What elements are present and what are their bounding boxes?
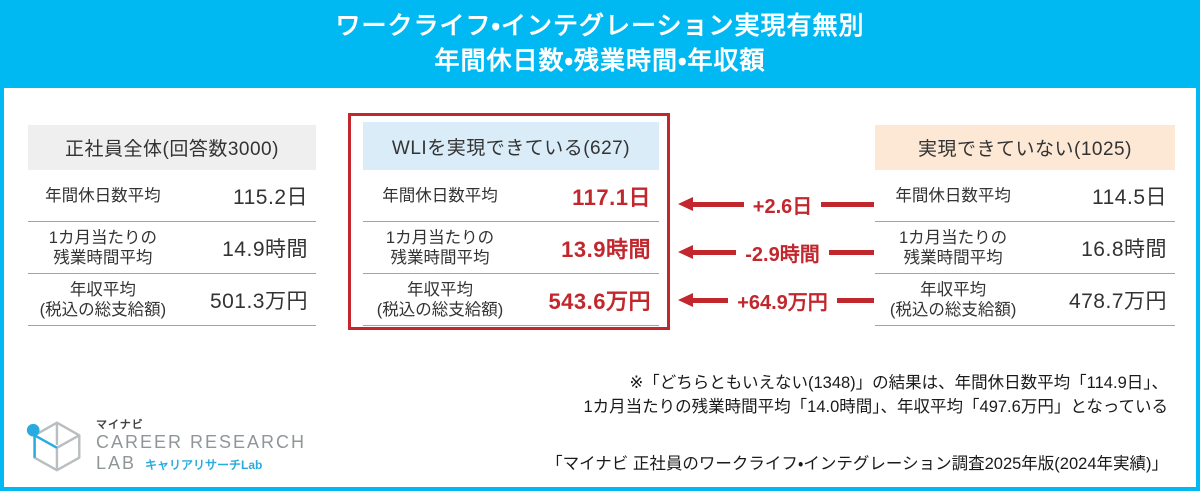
logo-subtitle: キャリアリサーチLab [145,458,263,472]
arrow-left-icon [678,245,693,259]
table-row: 年間休日数平均 117.1日 [363,170,659,222]
content-area: 正社員全体(回答数3000) 年間休日数平均 115.2日 1カ月当たりの 残業… [4,88,1196,487]
diff-arrow-holidays: +2.6日 [678,189,875,219]
arrow-left-icon [678,197,693,211]
logo-brand: マイナビ [96,419,144,431]
arrow-shaft [828,249,874,255]
row-label-holidays: 年間休日数平均 [382,186,498,205]
table-row: 1カ月当たりの 残業時間平均 13.9時間 [363,222,659,274]
cube-logo-icon [26,421,81,471]
arrow-left-icon [678,293,693,307]
logo-lab-line: LAB キャリアリサーチLab [96,453,306,475]
arrow-shaft [691,201,744,207]
row-value-holidays: 114.5日 [1092,185,1167,209]
row-label-overtime: 1カ月当たりの 残業時間平均 [899,228,1008,267]
source-citation: 「マイナビ 正社員のワークライフ・インテグレーション調査2025年版(2024年… [546,455,1168,473]
row-value-holidays: 115.2日 [233,185,308,209]
title-line-1: ワークライフ・インテグレーション実現有無別 [335,12,865,40]
career-research-lab-logo: マイナビ CAREER RESEARCH LAB キャリアリサーチLab [26,416,306,475]
column-wli-achieved: WLIを実現できている(627) 年間休日数平均 117.1日 1カ月当たりの … [363,122,659,326]
column-all-employees: 正社員全体(回答数3000) 年間休日数平均 115.2日 1カ月当たりの 残業… [28,125,316,326]
logo-dot [26,423,40,437]
arrow-shaft [691,249,737,255]
column-header-wli: WLIを実現できている(627) [363,122,659,170]
arrow-shaft [821,201,875,207]
row-value-income: 478.7万円 [1068,289,1167,313]
column-header-not: 実現できていない(1025) [875,125,1175,170]
footnote-line-2: 1カ月当たりの残業時間平均「14.0時間」、年収平均「497.6万円」となってい… [583,398,1168,416]
diff-label-income: +64.9万円 [737,291,828,314]
footnote: ※「どちらともいえない(1348)」の結果は、年間休日数平均「114.9日」、 … [583,371,1168,419]
column-header-all: 正社員全体(回答数3000) [28,125,316,170]
row-label-income: 年収平均 (税込の総支給額) [376,280,504,319]
row-value-holidays: 117.1日 [572,184,651,210]
row-value-overtime: 13.9時間 [561,236,651,262]
logo-lab: LAB [96,453,137,473]
row-value-income: 501.3万円 [209,289,308,313]
title-line-2: 年間休日数・残業時間・年収額 [434,47,766,75]
row-value-overtime: 14.9時間 [222,237,308,261]
diff-label-overtime: -2.9時間 [745,243,820,266]
row-label-holidays: 年間休日数平均 [895,186,1011,205]
row-label-overtime: 1カ月当たりの 残業時間平均 [48,228,157,267]
row-label-income: 年収平均 (税込の総支給額) [39,280,167,319]
logo-text: マイナビ CAREER RESEARCH LAB キャリアリサーチLab [96,416,306,475]
title-banner: ワークライフ・インテグレーション実現有無別 年間休日数・残業時間・年収額 [0,0,1200,88]
highlight-box-wli: WLIを実現できている(627) 年間休日数平均 117.1日 1カ月当たりの … [348,113,670,330]
table-row: 年収平均 (税込の総支給額) 478.7万円 [875,274,1175,326]
row-label-income: 年収平均 (税込の総支給額) [889,280,1017,319]
diff-arrow-overtime: -2.9時間 [678,237,874,267]
row-value-overtime: 16.8時間 [1081,237,1167,261]
column-not-achieved: 実現できていない(1025) 年間休日数平均 114.5日 1カ月当たりの 残業… [875,125,1175,326]
logo-career-research: CAREER RESEARCH [96,432,307,452]
arrow-shaft [691,297,729,303]
footnote-line-1: ※「どちらともいえない(1348)」の結果は、年間休日数平均「114.9日」、 [629,374,1168,392]
table-row: 1カ月当たりの 残業時間平均 16.8時間 [875,222,1175,274]
row-label-overtime: 1カ月当たりの 残業時間平均 [385,228,495,267]
row-value-income: 543.6万円 [548,288,651,314]
table-row: 年間休日数平均 114.5日 [875,170,1175,222]
row-label-holidays: 年間休日数平均 [45,186,161,205]
table-row: 1カ月当たりの 残業時間平均 14.9時間 [28,222,316,274]
table-row: 年間休日数平均 115.2日 [28,170,316,222]
table-row: 年収平均 (税込の総支給額) 543.6万円 [363,274,659,326]
arrow-shaft [836,297,875,303]
table-row: 年収平均 (税込の総支給額) 501.3万円 [28,274,316,326]
diff-arrow-income: +64.9万円 [678,285,875,315]
diff-label-holidays: +2.6日 [752,195,813,218]
